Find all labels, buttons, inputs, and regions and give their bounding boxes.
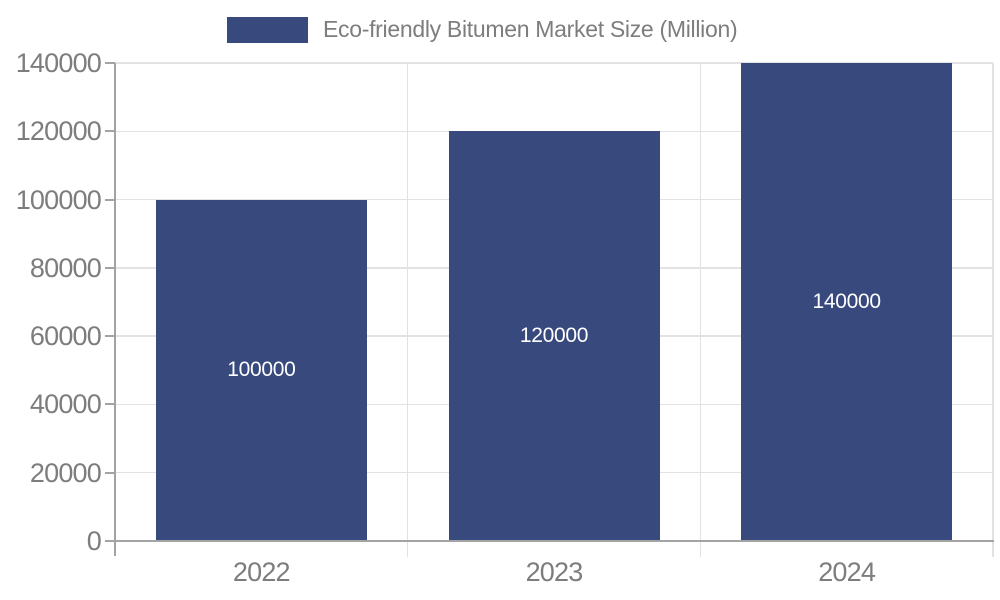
- v-gridline: [406, 63, 409, 557]
- y-tick-label: 120000: [15, 116, 102, 147]
- y-tick-label: 0: [86, 526, 102, 556]
- y-tick-label: 20000: [29, 457, 102, 488]
- x-axis-line: [114, 540, 994, 542]
- y-tick-label: 40000: [29, 389, 102, 420]
- y-tick: [105, 335, 115, 338]
- y-tick-label: 140000: [15, 48, 102, 78]
- y-tick: [105, 540, 115, 542]
- x-tick-label: 2023: [525, 557, 584, 587]
- v-gridline: [992, 63, 994, 557]
- bar-value-label: 140000: [812, 290, 882, 313]
- y-tick: [105, 403, 115, 406]
- bar: [155, 199, 367, 541]
- y-tick: [105, 471, 115, 474]
- legend-label: Eco-friendly Bitumen Market Size (Millio…: [323, 16, 738, 42]
- bar: [448, 131, 660, 541]
- h-gridline: [115, 62, 993, 64]
- y-tick-label: 80000: [29, 252, 102, 283]
- y-tick: [105, 198, 115, 201]
- bar: [741, 63, 953, 541]
- y-tick-label: 100000: [15, 184, 102, 215]
- legend: Eco-friendly Bitumen Market Size (Millio…: [227, 16, 738, 43]
- y-tick-label: 60000: [29, 321, 102, 352]
- legend-swatch: [227, 16, 308, 43]
- bar-value-label: 120000: [519, 324, 589, 348]
- bar-value-label: 100000: [227, 358, 296, 382]
- x-tick-label: 2024: [818, 557, 876, 587]
- y-axis-line: [114, 63, 116, 556]
- v-gridline: [699, 63, 702, 557]
- x-tick-label: 2022: [232, 557, 291, 587]
- y-tick: [105, 130, 115, 133]
- y-tick: [105, 266, 115, 269]
- y-tick: [105, 62, 115, 64]
